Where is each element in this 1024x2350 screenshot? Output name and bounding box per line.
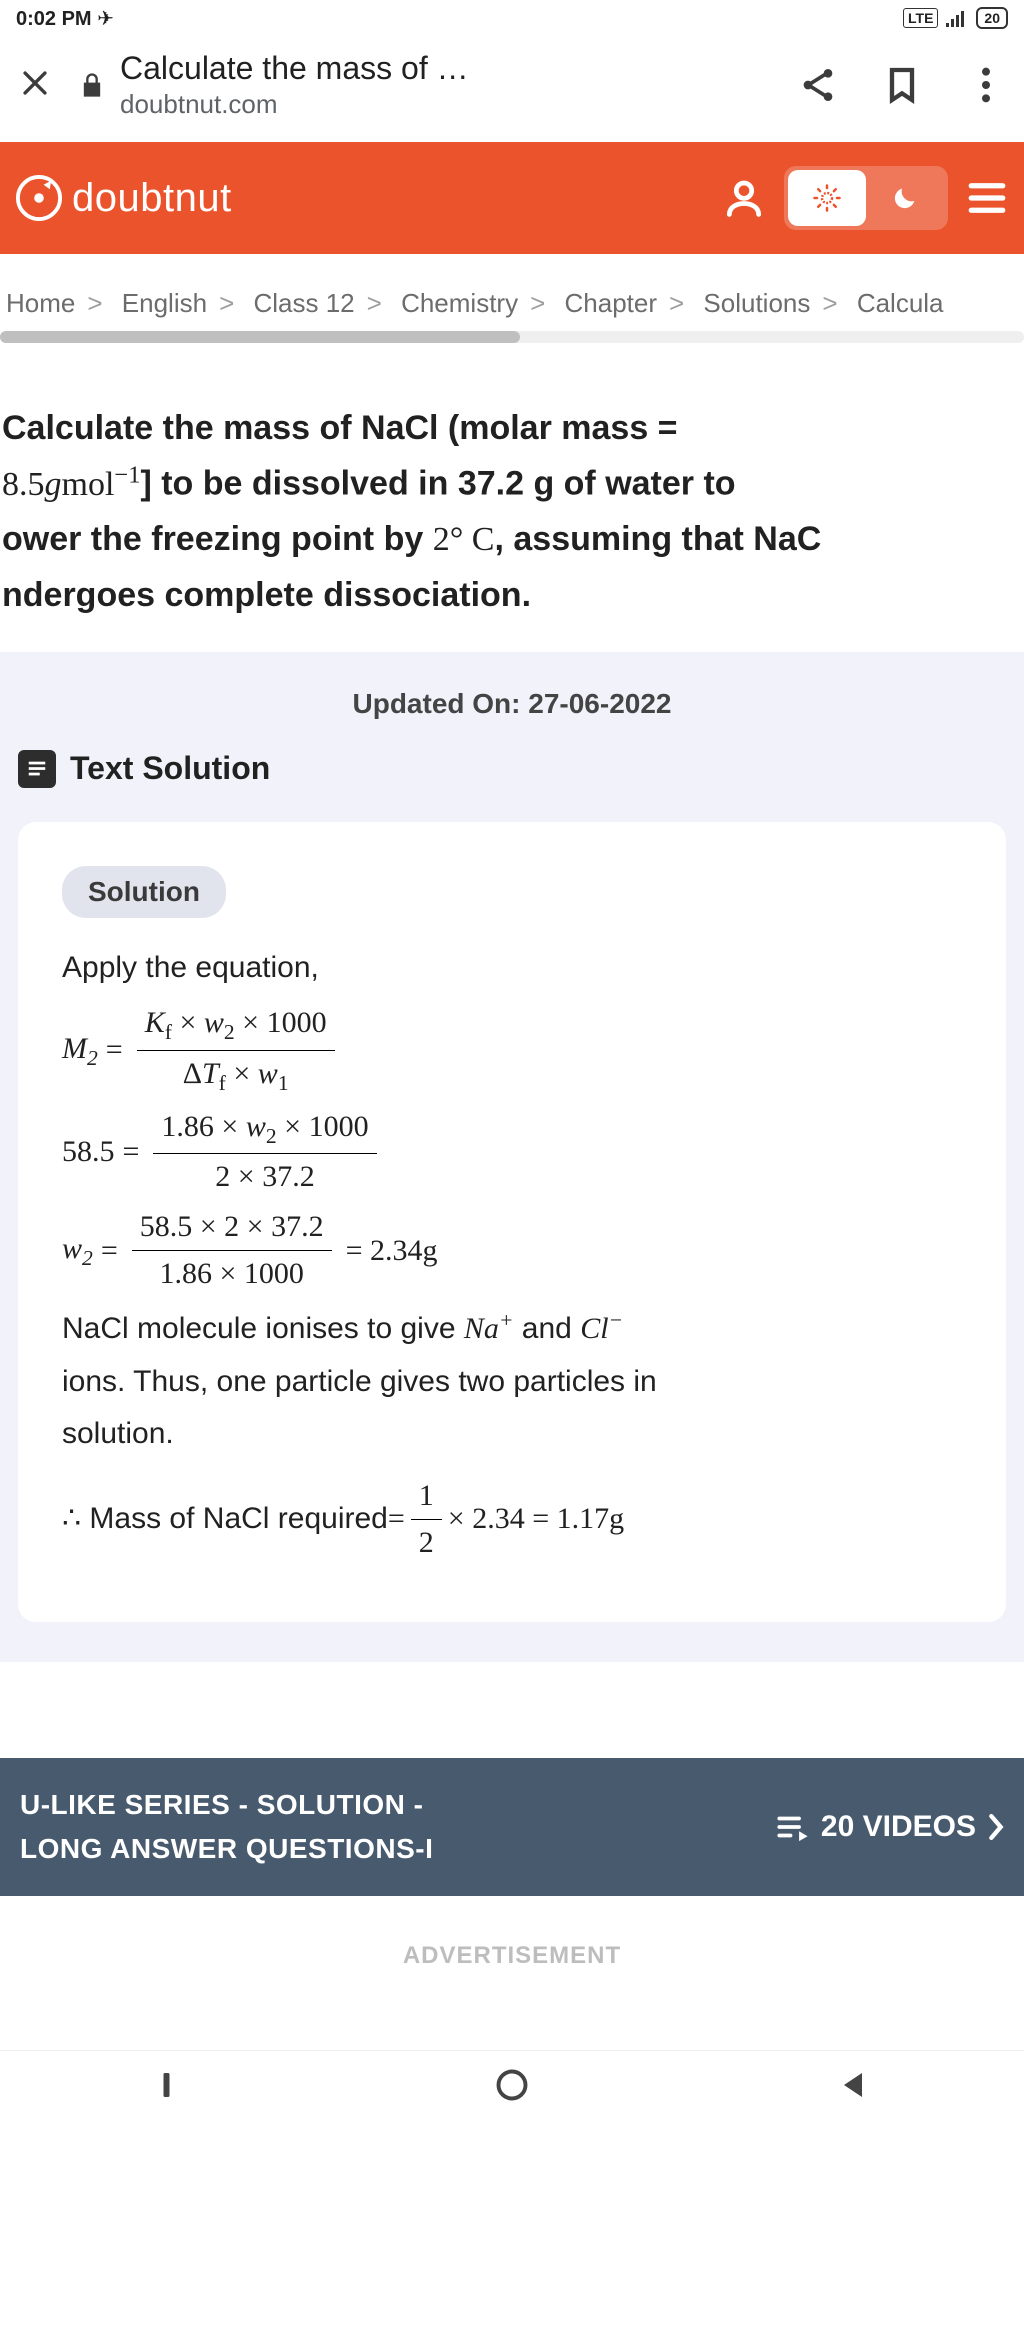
nav-recent-icon[interactable] — [153, 2067, 189, 2103]
share-icon[interactable] — [798, 65, 838, 105]
breadcrumb-item[interactable]: Calcula — [851, 288, 950, 318]
light-mode-button[interactable] — [788, 170, 866, 226]
more-icon[interactable] — [966, 65, 1006, 105]
breadcrumb-item[interactable]: English — [116, 288, 213, 318]
playlist-icon — [775, 1810, 809, 1844]
lte-icon: LTE — [903, 8, 938, 28]
updated-date: Updated On: 27-06-2022 — [18, 688, 1006, 720]
series-bar[interactable]: U-LIKE SERIES - SOLUTION - LONG ANSWER Q… — [0, 1758, 1024, 1896]
site-header: doubtnut — [0, 142, 1024, 254]
text-solution-icon — [18, 750, 56, 788]
logo[interactable]: doubtnut — [16, 175, 722, 221]
lock-icon — [78, 70, 106, 100]
equation-2: 58.5 = 1.86 × w2 × 1000 2 × 37.2 — [62, 1106, 962, 1198]
battery-indicator: 20 — [976, 7, 1008, 29]
chevron-right-icon — [988, 1813, 1004, 1841]
profile-icon[interactable] — [722, 176, 766, 220]
breadcrumb: Home> English> Class 12> Chemistry> Chap… — [0, 254, 1024, 361]
status-right: LTE 20 — [903, 7, 1008, 29]
address-block[interactable]: Calculate the mass of … doubtnut.com — [78, 50, 772, 120]
breadcrumb-item[interactable]: Chapter — [559, 288, 664, 318]
solution-section: Updated On: 27-06-2022 Text Solution Sol… — [0, 652, 1024, 1662]
page-url: doubtnut.com — [120, 89, 469, 120]
solution-body: Apply the equation, M2 = Kf × w2 × 1000 … — [62, 942, 962, 1564]
text-solution-title: Text Solution — [70, 750, 270, 787]
advertisement-label: ADVERTISEMENT — [0, 1896, 1024, 2050]
series-videos[interactable]: 20 VIDEOS — [775, 1810, 1004, 1844]
logo-icon — [16, 175, 62, 221]
equation-3: w2 = 58.5 × 2 × 37.2 1.86 × 1000 = 2.34g — [62, 1206, 962, 1295]
nav-back-icon[interactable] — [835, 2067, 871, 2103]
dark-mode-button[interactable] — [866, 170, 944, 226]
bookmark-icon[interactable] — [882, 65, 922, 105]
device-status-bar: 0:02 PM ✈ LTE 20 — [0, 0, 1024, 36]
logo-text: doubtnut — [72, 176, 232, 221]
moon-icon — [891, 184, 919, 212]
signal-icon — [946, 9, 968, 27]
equation-1: M2 = Kf × w2 × 1000 ΔTf × w1 — [62, 1002, 962, 1097]
close-tab-button[interactable] — [18, 66, 52, 105]
nav-home-icon[interactable] — [494, 2067, 530, 2103]
breadcrumb-scrollbar[interactable] — [0, 331, 1024, 343]
page-title: Calculate the mass of … — [120, 50, 469, 87]
breadcrumb-item[interactable]: Solutions — [697, 288, 816, 318]
hamburger-icon[interactable] — [966, 177, 1008, 219]
series-title: U-LIKE SERIES - SOLUTION - LONG ANSWER Q… — [20, 1783, 775, 1870]
status-time: 0:02 PM ✈ — [16, 6, 114, 31]
system-nav-bar — [0, 2050, 1024, 2120]
sun-icon — [812, 183, 842, 213]
theme-toggle[interactable] — [784, 166, 948, 230]
question-text: Calculate the mass of NaCl (molar mass =… — [0, 361, 1024, 652]
breadcrumb-item[interactable]: Class 12 — [247, 288, 360, 318]
breadcrumb-item[interactable]: Chemistry — [395, 288, 524, 318]
final-answer: ∴ Mass of NaCl required = 1 2 × 2.34 = 1… — [62, 1475, 962, 1564]
solution-card: Solution Apply the equation, M2 = Kf × w… — [18, 822, 1006, 1622]
browser-bar: Calculate the mass of … doubtnut.com — [0, 36, 1024, 142]
solution-pill: Solution — [62, 866, 226, 918]
scrollbar-thumb[interactable] — [0, 331, 520, 343]
breadcrumb-item[interactable]: Home — [0, 288, 81, 318]
